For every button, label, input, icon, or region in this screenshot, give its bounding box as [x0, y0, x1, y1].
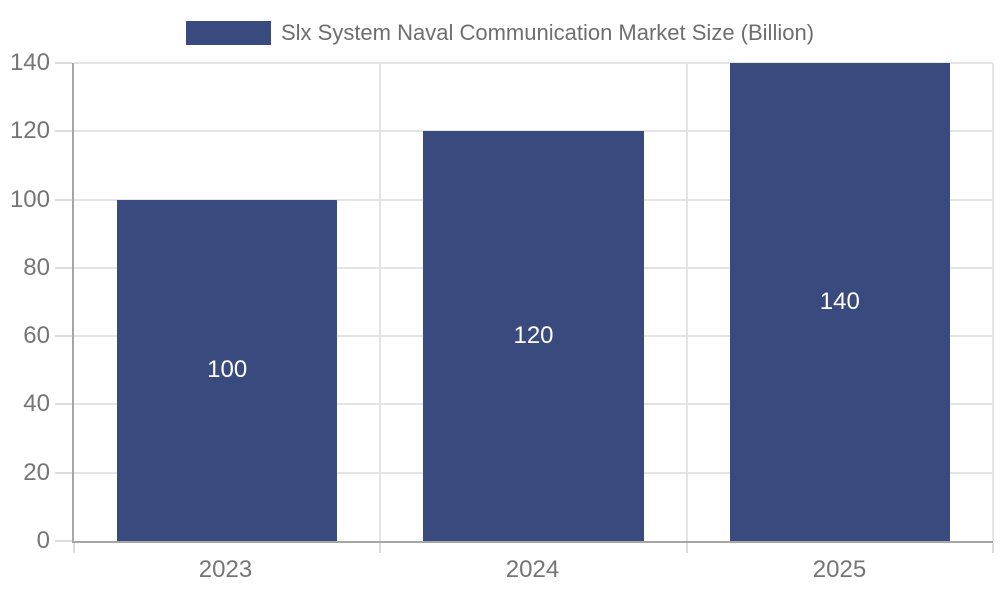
- y-tick: [55, 266, 72, 269]
- bar-2025: 140: [729, 63, 951, 541]
- plot-area: 100 120 140: [72, 62, 994, 553]
- x-tick-label: 2023: [198, 556, 253, 583]
- legend-swatch: [185, 21, 271, 45]
- y-tick-label: 140: [9, 49, 50, 76]
- x-tick: [992, 543, 994, 553]
- legend-label: Slx System Naval Communication Market Si…: [280, 20, 815, 45]
- y-tick: [55, 198, 72, 201]
- x-tick: [685, 543, 688, 553]
- y-tick-label: 0: [36, 527, 50, 554]
- x-tick-label: 2024: [505, 556, 560, 583]
- bar-2023: 100: [116, 199, 338, 541]
- x-axis-labels: 2023 2024 2025: [72, 556, 993, 585]
- y-axis: 0 20 40 60 80 100 120 140: [0, 51, 72, 553]
- x-tick: [379, 543, 382, 553]
- y-tick-label: 100: [9, 185, 50, 213]
- bar-value-label: 120: [513, 322, 554, 350]
- y-tick: [55, 62, 72, 64]
- y-tick: [55, 335, 72, 338]
- y-tick-label: 60: [23, 322, 50, 350]
- y-gridline: [74, 62, 993, 64]
- y-gridline: [74, 130, 993, 133]
- x-tick: [73, 543, 75, 553]
- y-tick-label: 80: [23, 253, 50, 281]
- bar-value-label: 100: [207, 356, 248, 384]
- y-tick: [55, 403, 72, 406]
- x-gridline: [992, 63, 994, 541]
- y-tick-label: 20: [23, 458, 50, 486]
- bar-value-label: 140: [819, 288, 860, 315]
- y-tick: [55, 130, 72, 133]
- x-gridline: [379, 63, 382, 541]
- y-tick: [55, 540, 72, 542]
- x-gridline: [685, 63, 688, 541]
- y-tick-label: 120: [9, 117, 50, 145]
- bar-2024: 120: [423, 131, 644, 541]
- y-tick-label: 40: [23, 390, 50, 418]
- chart-legend: Slx System Naval Communication Market Si…: [0, 20, 1000, 45]
- y-tick: [55, 471, 72, 474]
- x-tick-label: 2025: [812, 556, 867, 583]
